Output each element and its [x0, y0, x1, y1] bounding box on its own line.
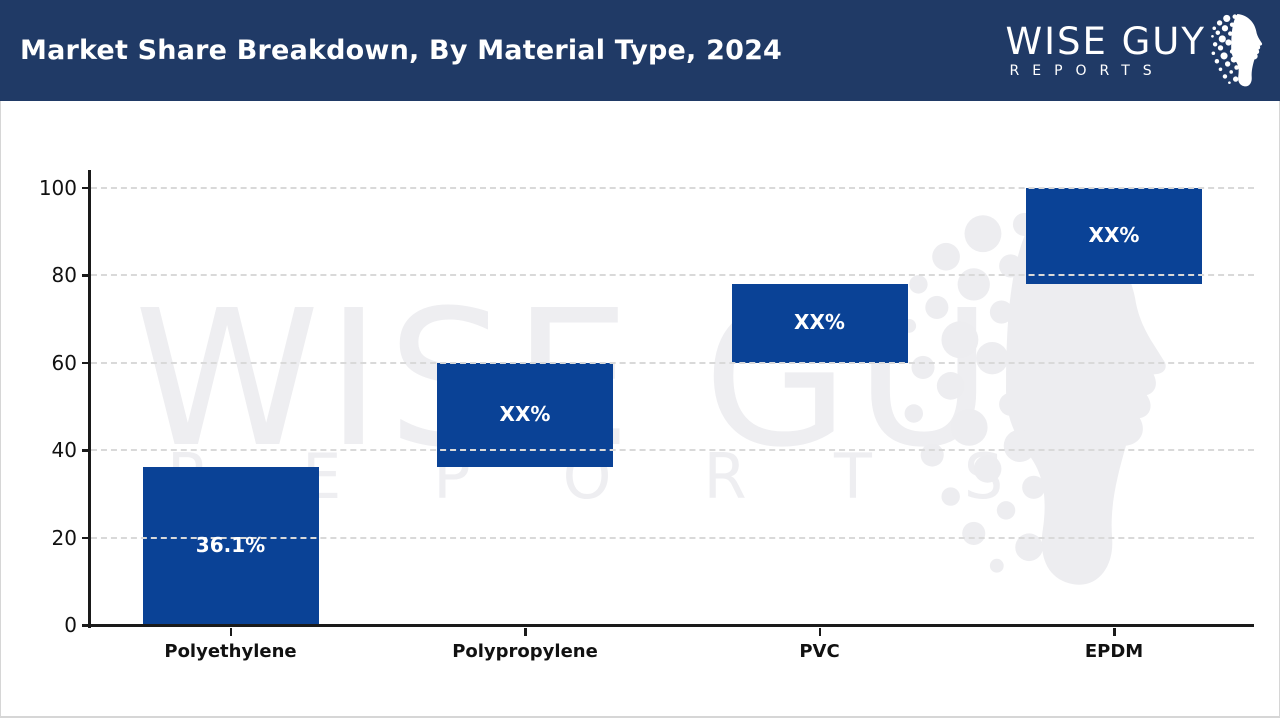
category-label: Polyethylene — [164, 641, 297, 662]
y-tick-label: 0 — [64, 613, 77, 637]
x-axis-line — [88, 624, 1254, 627]
bar-value-label: XX% — [794, 310, 845, 335]
x-tick-mark — [1113, 628, 1116, 636]
y-tick-mark — [82, 361, 90, 364]
gridline — [91, 186, 1254, 189]
y-tick-mark — [82, 186, 90, 189]
bar-value-label: XX% — [499, 401, 551, 426]
brand-head-icon — [1208, 13, 1266, 89]
brand-subtitle: REPORTS — [1009, 63, 1165, 79]
brand-wordmark: WISE GUY REPORTS — [1006, 23, 1206, 78]
y-tick-mark — [82, 274, 90, 277]
x-tick-mark — [818, 628, 821, 636]
brand-logo: WISE GUY REPORTS — [1006, 13, 1266, 89]
y-tick-label: 40 — [51, 438, 77, 462]
chart-bar — [731, 283, 908, 363]
y-axis-line — [88, 170, 91, 628]
bar-value-label: 36.1% — [195, 533, 266, 558]
y-tick-mark — [82, 449, 90, 452]
y-tick-label: 80 — [51, 263, 77, 287]
report-header: Market Share Breakdown, By Material Type… — [0, 0, 1280, 101]
y-tick-mark — [82, 536, 90, 539]
gridline — [91, 274, 1254, 276]
brand-name: WISE GUY — [1005, 20, 1206, 63]
y-tick-mark — [82, 624, 90, 627]
waterfall-chart: 36.1% Polyethylene XX% Polypropylene XX% PVC X… — [1, 101, 1279, 716]
gridline — [91, 536, 1254, 539]
x-tick-mark — [229, 628, 232, 636]
bar-value-label: XX% — [1088, 222, 1140, 247]
y-tick-label: 60 — [51, 350, 77, 375]
category-label: PVC — [799, 641, 840, 662]
gridline — [91, 449, 1254, 451]
x-tick-mark — [524, 628, 527, 636]
report-title: Market Share Breakdown, By Material Type… — [20, 35, 783, 66]
chart-card: WISE GUY REPORTS 36.1% Polyethylene XX% Pol… — [0, 101, 1280, 718]
gridline — [91, 361, 1254, 364]
y-tick-label: 100 — [38, 175, 77, 200]
y-tick-label: 20 — [51, 525, 77, 550]
chart-bar — [142, 467, 319, 625]
category-label: Polypropylene — [452, 641, 598, 662]
category-label: EPDM — [1084, 641, 1144, 662]
